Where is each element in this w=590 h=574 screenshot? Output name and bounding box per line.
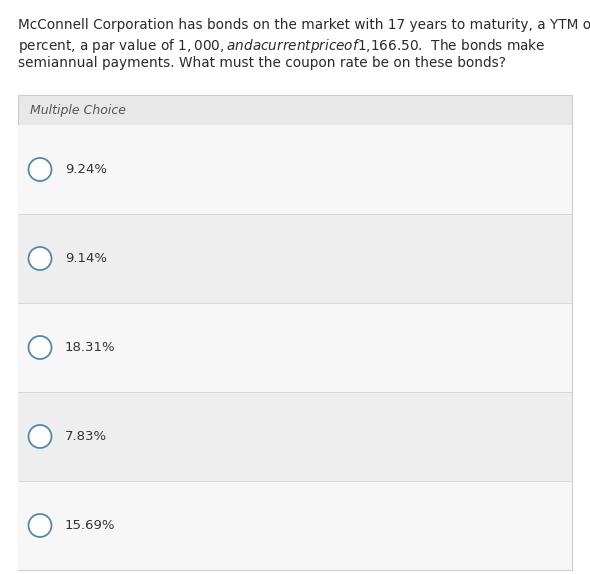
Text: McConnell Corporation has bonds on the market with 17 years to maturity, a YTM o: McConnell Corporation has bonds on the m… — [18, 18, 590, 32]
Text: 7.83%: 7.83% — [65, 430, 107, 443]
Text: 18.31%: 18.31% — [65, 341, 116, 354]
Circle shape — [28, 514, 51, 537]
Text: Multiple Choice: Multiple Choice — [30, 103, 126, 117]
Text: 9.24%: 9.24% — [65, 163, 107, 176]
Text: semiannual payments. What must the coupon rate be on these bonds?: semiannual payments. What must the coupo… — [18, 56, 506, 70]
Bar — [18, 481, 572, 570]
Circle shape — [28, 247, 51, 270]
Circle shape — [28, 158, 51, 181]
Bar — [18, 303, 572, 392]
Bar — [18, 392, 572, 481]
Circle shape — [28, 425, 51, 448]
Circle shape — [28, 336, 51, 359]
Text: 9.14%: 9.14% — [65, 252, 107, 265]
Bar — [18, 95, 572, 570]
Text: percent, a par value of $1,000, and a current price of $1,166.50.  The bonds mak: percent, a par value of $1,000, and a cu… — [18, 37, 545, 55]
Bar — [18, 125, 572, 214]
Text: 15.69%: 15.69% — [65, 519, 116, 532]
Bar — [18, 214, 572, 303]
